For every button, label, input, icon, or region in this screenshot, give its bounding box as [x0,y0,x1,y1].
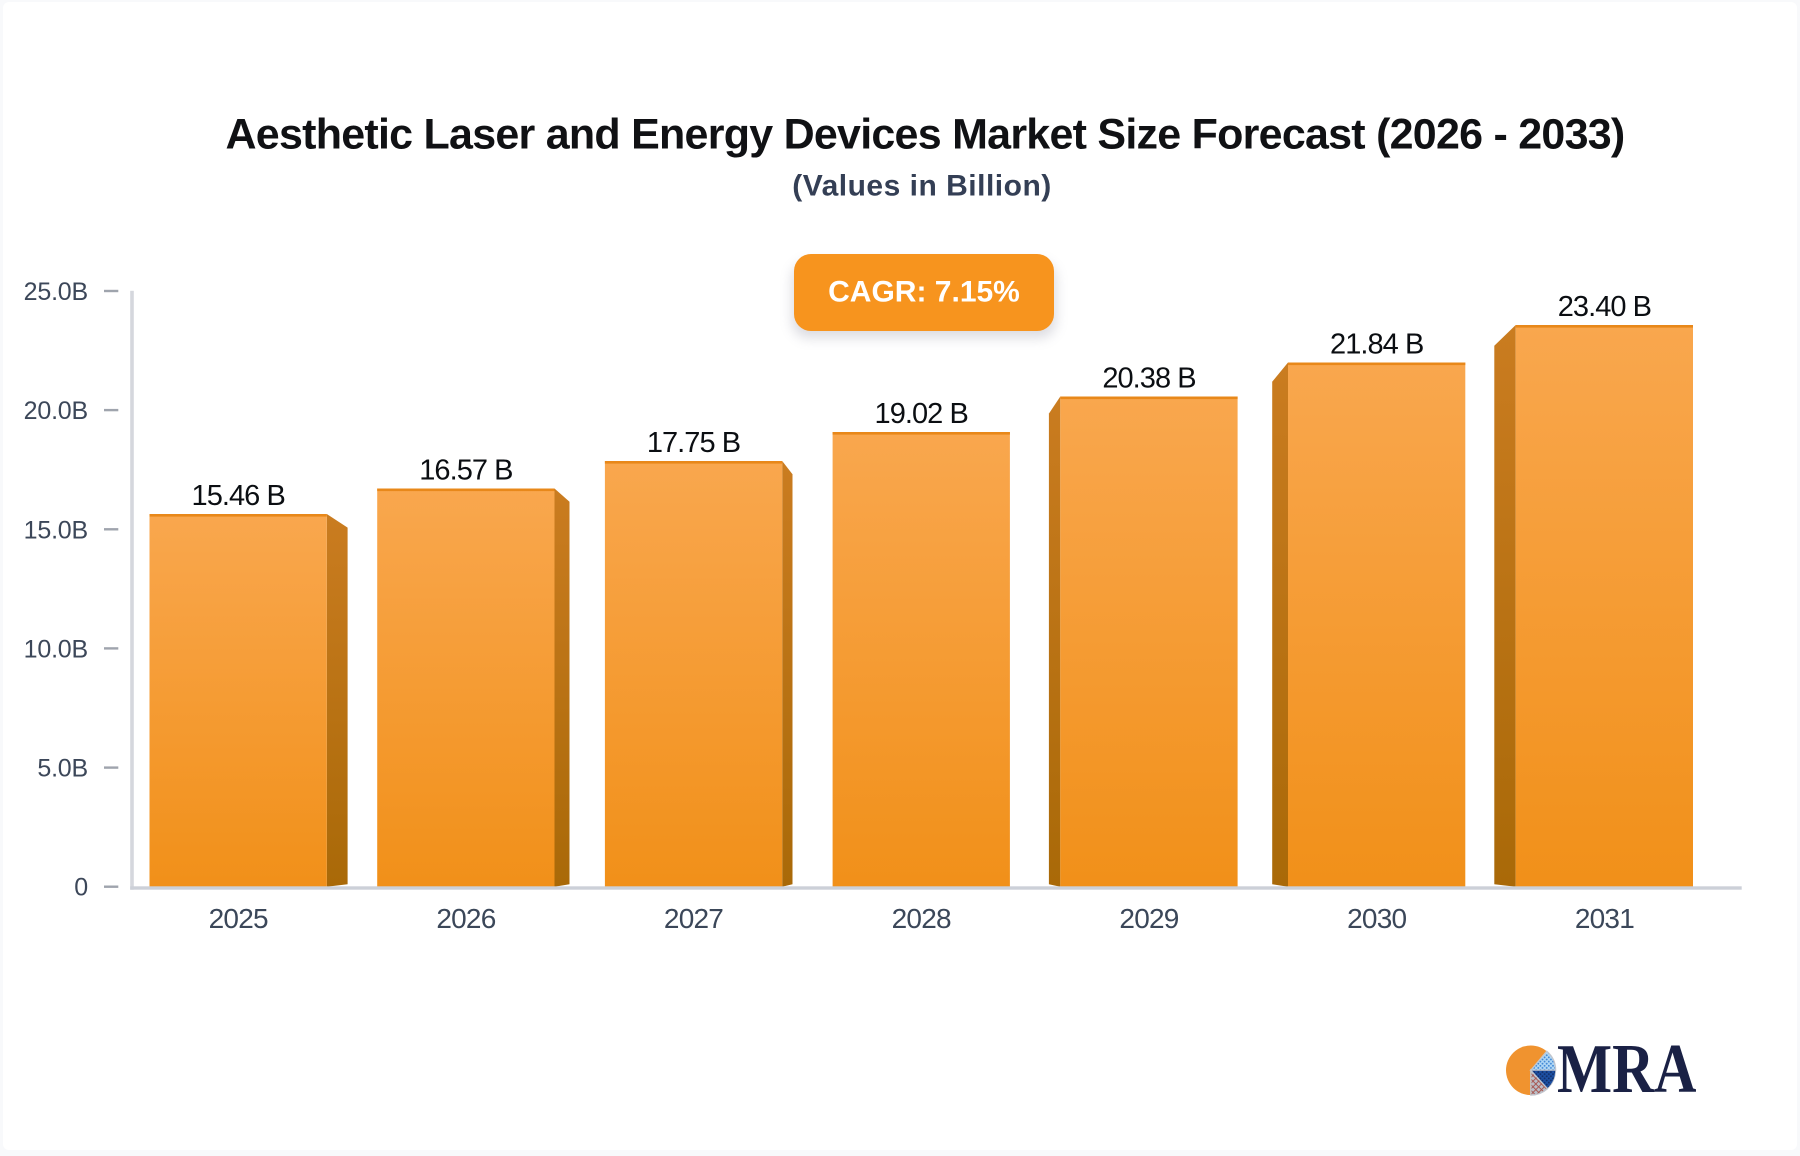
svg-text:2031: 2031 [1575,903,1634,934]
svg-text:23.40 B: 23.40 B [1558,291,1651,323]
svg-text:10.0B: 10.0B [24,635,88,663]
svg-text:2028: 2028 [892,903,951,934]
svg-text:2027: 2027 [664,903,723,934]
svg-text:5.0B: 5.0B [37,755,88,783]
svg-text:0: 0 [74,874,88,902]
svg-text:15.46 B: 15.46 B [192,480,285,512]
svg-text:17.75 B: 17.75 B [647,427,740,459]
svg-text:21.84 B: 21.84 B [1330,329,1423,361]
svg-text:MRA: MRA [1557,1030,1696,1107]
svg-text:2025: 2025 [209,903,268,934]
svg-text:20.38 B: 20.38 B [1102,363,1195,395]
svg-text:25.0B: 25.0B [24,278,88,306]
svg-text:20.0B: 20.0B [24,397,88,425]
svg-text:CAGR: 7.15%: CAGR: 7.15% [828,276,1020,309]
svg-text:(Values in Billion): (Values in Billion) [792,170,1052,203]
svg-text:15.0B: 15.0B [24,516,88,544]
svg-text:2029: 2029 [1119,903,1178,934]
svg-text:2026: 2026 [436,903,495,934]
svg-text:19.02 B: 19.02 B [875,398,968,430]
svg-text:16.57 B: 16.57 B [419,455,512,487]
svg-text:Aesthetic Laser and Energy Dev: Aesthetic Laser and Energy Devices Marke… [226,110,1625,158]
svg-text:2030: 2030 [1347,903,1406,934]
